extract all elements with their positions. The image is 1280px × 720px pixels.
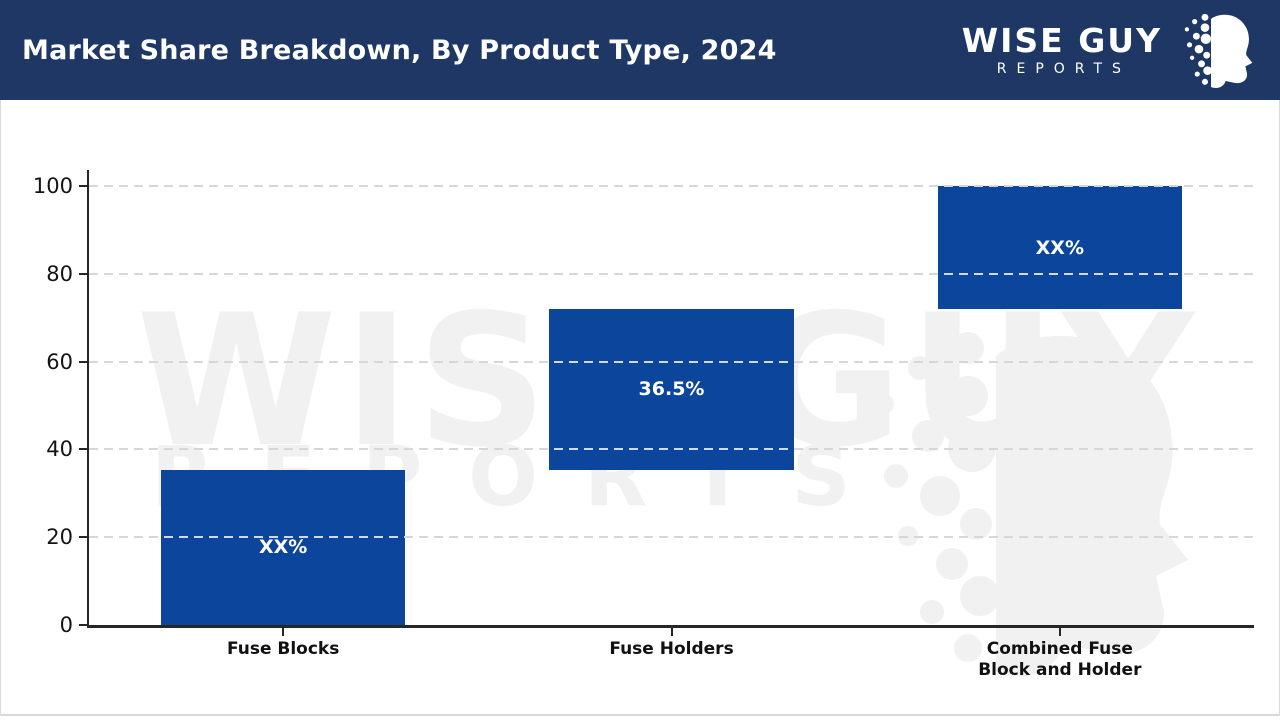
bar-value-label: XX% [258,536,308,559]
y-tick-label: 0 [59,613,73,637]
gridline [89,448,1254,451]
y-tick-label: 60 [46,349,73,374]
logo-text: WISE GUY REPORTS [961,20,1162,77]
y-tick-label: 100 [32,174,73,198]
category-label: Fuse Holders [609,639,734,659]
header: Market Share Breakdown, By Product Type,… [0,0,1280,100]
x-tick-mark [282,628,285,636]
y-tick-label: 40 [46,437,73,462]
bar-value-label: XX% [1035,236,1084,259]
y-tick-mark [79,185,87,187]
watermark-face-icon [874,332,1188,677]
y-axis-spine [87,170,89,625]
chart-canvas: WISE GUY REPORTS XX%36.5%XX%020406080100… [0,100,1280,716]
y-tick-mark [79,272,87,275]
category-label: Fuse Blocks [226,639,340,659]
y-tick-mark [79,448,87,451]
gridline [89,360,1254,363]
logo: WISE GUY REPORTS [962,9,1254,91]
y-tick-label: 20 [46,525,73,550]
x-axis-line [87,625,1254,628]
bar-segment: XX% [937,186,1183,310]
page-title: Market Share Breakdown, By Product Type,… [22,34,777,66]
gridline [89,185,1254,187]
y-tick-mark [79,536,87,539]
logo-brand-text: WISE GUY [961,20,1162,60]
dotted-face-icon [1184,13,1253,88]
x-tick-mark [670,628,673,636]
bar-segment: 36.5% [549,309,794,470]
category-label: Combined Fuse Block and Holder [978,639,1142,680]
bar-segment: XX% [160,469,406,625]
gridline [89,272,1254,275]
bar-value-label: 36.5% [638,378,705,401]
logo-reports-text: REPORTS [996,60,1131,77]
plot-area: XX% 36.5% XX% 0 20 40 60 80 100 Fuse Blocks Fuse H… [33,170,1254,680]
y-tick-mark [79,624,87,626]
gridline [89,536,1254,539]
y-tick-mark [79,360,87,363]
y-tick-label: 80 [46,261,73,286]
x-tick-mark [1058,628,1061,636]
